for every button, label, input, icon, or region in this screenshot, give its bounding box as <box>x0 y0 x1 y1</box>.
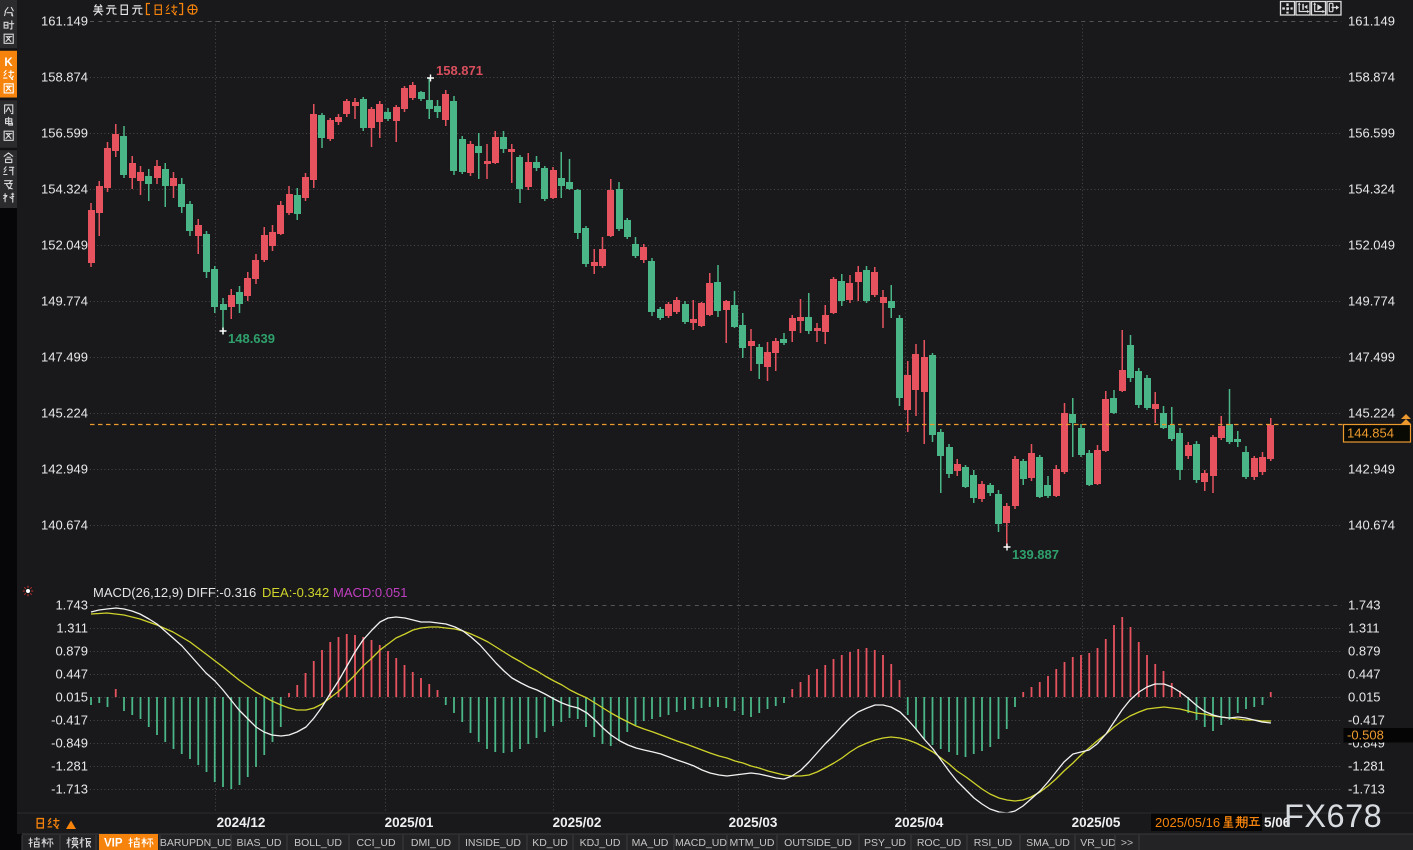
svg-text:2025/04: 2025/04 <box>895 815 944 830</box>
svg-text:>>: >> <box>1121 837 1133 849</box>
svg-text:-0.849: -0.849 <box>51 736 88 751</box>
svg-text:139.887: 139.887 <box>1012 547 1059 562</box>
svg-text:145.224: 145.224 <box>41 406 88 421</box>
svg-text:142.949: 142.949 <box>41 462 88 477</box>
svg-text:RSI_UD: RSI_UD <box>974 837 1013 849</box>
svg-text:1.743: 1.743 <box>1348 598 1381 613</box>
svg-text:MACD:0.051: MACD:0.051 <box>333 585 407 600</box>
svg-text:0.879: 0.879 <box>55 644 88 659</box>
svg-text:INSIDE_UD: INSIDE_UD <box>465 837 521 849</box>
svg-text:1.743: 1.743 <box>55 598 88 613</box>
svg-text:2025/01: 2025/01 <box>385 815 434 830</box>
svg-text:156.599: 156.599 <box>41 126 88 141</box>
svg-text:149.774: 149.774 <box>41 294 88 309</box>
svg-text:CCI_UD: CCI_UD <box>356 837 396 849</box>
svg-text:0.879: 0.879 <box>1348 644 1381 659</box>
svg-text:2025/03: 2025/03 <box>729 815 778 830</box>
svg-text:BIAS_UD: BIAS_UD <box>237 837 282 849</box>
svg-text:0.015: 0.015 <box>1348 690 1381 705</box>
svg-text:DMI_UD: DMI_UD <box>411 837 452 849</box>
svg-text:145.224: 145.224 <box>1348 406 1395 421</box>
svg-text:OUTSIDE_UD: OUTSIDE_UD <box>784 837 852 849</box>
svg-text:147.499: 147.499 <box>41 350 88 365</box>
svg-text:154.324: 154.324 <box>1348 182 1395 197</box>
svg-text:154.324: 154.324 <box>41 182 88 197</box>
svg-text:FX678: FX678 <box>1284 798 1382 834</box>
svg-text:142.949: 142.949 <box>1348 462 1395 477</box>
svg-text:PSY_UD: PSY_UD <box>864 837 906 849</box>
svg-text:5/06: 5/06 <box>1264 815 1291 830</box>
svg-text:-1.281: -1.281 <box>1348 759 1385 774</box>
svg-text:144.854: 144.854 <box>1347 426 1394 441</box>
svg-text:-0.508: -0.508 <box>1347 728 1384 743</box>
svg-text:-1.713: -1.713 <box>1348 782 1385 797</box>
svg-text:SMA_UD: SMA_UD <box>1026 837 1070 849</box>
svg-text:1.311: 1.311 <box>1348 621 1380 636</box>
svg-text:KDJ_UD: KDJ_UD <box>580 837 621 849</box>
svg-text:156.599: 156.599 <box>1348 126 1395 141</box>
svg-text:148.639: 148.639 <box>228 331 275 346</box>
svg-text:2025/02: 2025/02 <box>553 815 602 830</box>
svg-text:2024/12: 2024/12 <box>217 815 266 830</box>
svg-text:149.774: 149.774 <box>1348 294 1395 309</box>
svg-text:MTM_UD: MTM_UD <box>730 837 775 849</box>
svg-text:BOLL_UD: BOLL_UD <box>294 837 342 849</box>
svg-text:VIP: VIP <box>104 838 123 850</box>
svg-text:140.674: 140.674 <box>41 518 88 533</box>
svg-text:BARUPDN_UD: BARUPDN_UD <box>160 837 233 849</box>
svg-text:MA_UD: MA_UD <box>632 837 669 849</box>
svg-text:-0.417: -0.417 <box>51 713 88 728</box>
svg-text:152.049: 152.049 <box>41 238 88 253</box>
svg-text:0.447: 0.447 <box>1348 667 1381 682</box>
svg-text:158.874: 158.874 <box>1348 70 1395 85</box>
svg-text:161.149: 161.149 <box>1348 14 1395 29</box>
svg-text:VR_UD: VR_UD <box>1080 837 1116 849</box>
svg-text:147.499: 147.499 <box>1348 350 1395 365</box>
svg-text:158.874: 158.874 <box>41 70 88 85</box>
svg-text:0.447: 0.447 <box>55 667 88 682</box>
svg-text:158.871: 158.871 <box>436 63 483 78</box>
svg-text:2025/05: 2025/05 <box>1072 815 1121 830</box>
svg-text:0.015: 0.015 <box>55 690 88 705</box>
svg-text:2025/05/16: 2025/05/16 <box>1155 815 1220 830</box>
svg-text:K: K <box>4 57 13 69</box>
svg-text:MACD_UD: MACD_UD <box>675 837 727 849</box>
svg-text:KD_UD: KD_UD <box>532 837 568 849</box>
svg-text:-0.417: -0.417 <box>1348 713 1385 728</box>
svg-text:161.149: 161.149 <box>41 14 88 29</box>
svg-text:-1.713: -1.713 <box>51 782 88 797</box>
svg-text:ROC_UD: ROC_UD <box>917 837 962 849</box>
svg-text:DEA:-0.342: DEA:-0.342 <box>262 585 329 600</box>
svg-text:MACD(26,12,9) DIFF:-0.316: MACD(26,12,9) DIFF:-0.316 <box>93 585 256 600</box>
svg-text:140.674: 140.674 <box>1348 518 1395 533</box>
svg-text:1.311: 1.311 <box>56 621 88 636</box>
svg-text:152.049: 152.049 <box>1348 238 1395 253</box>
svg-text:-1.281: -1.281 <box>51 759 88 774</box>
